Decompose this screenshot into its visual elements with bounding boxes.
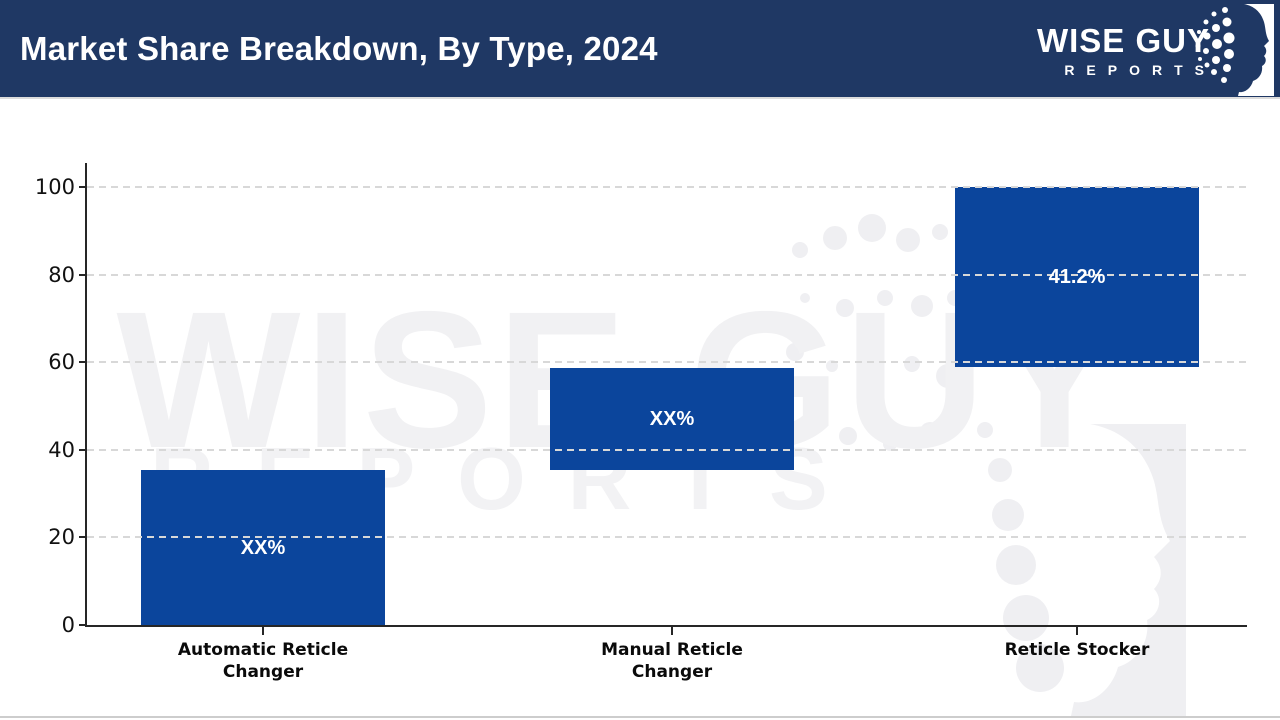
x-tick-label-line: Changer	[631, 662, 713, 682]
page-title: Market Share Breakdown, By Type, 2024	[20, 29, 658, 67]
x-tick-label-manual-reticle-changer: Manual Reticle Changer	[542, 639, 802, 683]
y-tick-mark-20	[79, 536, 87, 539]
y-tick-label-0: 0	[61, 613, 75, 637]
brand-logo-text: WISE GUY	[1036, 22, 1210, 59]
x-tick-mark-reticle-stocker	[1076, 626, 1078, 635]
x-tick-label-line: Changer	[222, 662, 304, 682]
bar-value-label-reticle-stocker: 41.2%	[1048, 266, 1106, 289]
x-tick-mark-manual-reticle-changer	[671, 626, 673, 635]
bar-reticle-stocker	[955, 187, 1199, 368]
y-tick-label-60: 60	[48, 350, 75, 375]
footer-divider	[0, 716, 1280, 718]
y-tick-label-80: 80	[48, 262, 75, 287]
gridline-60	[87, 361, 1246, 364]
y-tick-label-40: 40	[48, 437, 75, 462]
gridline-20	[87, 536, 1246, 539]
y-tick-label-20: 20	[48, 525, 75, 550]
bar-manual-reticle-changer	[550, 367, 794, 471]
y-tick-mark-100	[79, 186, 87, 189]
bar-value-label-manual-reticle-changer: XX%	[649, 407, 695, 430]
chart-plot-area: 0 20 40 60 80 100 XX% Automatic Reticle Changer X…	[0, 97, 1280, 720]
gridline-100	[87, 186, 1246, 189]
x-tick-label-line: Automatic Reticle	[177, 640, 349, 660]
gridline-80	[87, 273, 1246, 276]
x-axis-line	[85, 625, 1247, 627]
x-tick-label-automatic-reticle-changer: Automatic Reticle Changer	[133, 639, 393, 683]
bar-automatic-reticle-changer	[141, 470, 385, 625]
y-tick-mark-60	[79, 361, 87, 364]
x-tick-label-line: Manual Reticle	[601, 640, 743, 660]
y-tick-label-100: 100	[34, 175, 75, 200]
x-tick-label-line: Reticle Stocker	[1004, 640, 1150, 660]
brand-face-icon	[1195, 4, 1274, 96]
y-axis-line	[85, 163, 87, 627]
brand-logo-subtext: REPORTS	[1064, 62, 1216, 78]
y-tick-mark-80	[79, 273, 87, 276]
y-tick-mark-40	[79, 448, 87, 451]
x-tick-mark-automatic-reticle-changer	[262, 626, 264, 635]
gridline-40	[87, 448, 1246, 451]
y-tick-mark-0	[79, 624, 87, 626]
brand-logo: WISE GUY REPORTS	[1022, 0, 1274, 97]
header-bar: Market Share Breakdown, By Type, 2024 WI…	[0, 0, 1280, 99]
bar-value-label-automatic-reticle-changer: XX%	[240, 536, 286, 559]
x-tick-label-reticle-stocker: Reticle Stocker	[947, 639, 1207, 661]
